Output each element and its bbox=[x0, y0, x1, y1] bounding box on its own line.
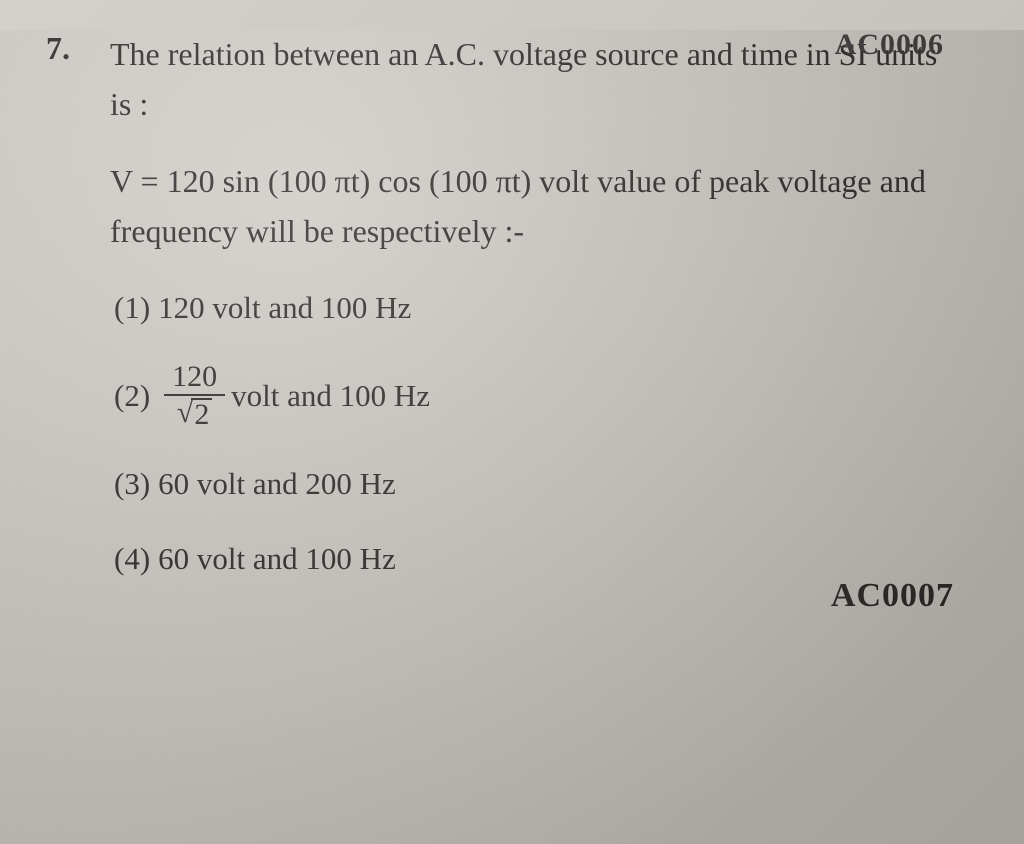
radicand: 2 bbox=[191, 398, 212, 430]
option-2: (2) 120 √ 2 volt and 100 Hz bbox=[114, 362, 954, 430]
option-1-text: 120 volt and 100 Hz bbox=[158, 286, 411, 329]
square-root: √ 2 bbox=[177, 398, 212, 430]
option-4-number: (4) bbox=[114, 537, 150, 580]
question-block: 7. The relation between an A.C. voltage … bbox=[40, 30, 984, 613]
option-3: (3) 60 volt and 200 Hz bbox=[114, 462, 954, 505]
option-3-text: 60 volt and 200 Hz bbox=[158, 462, 396, 505]
question-code-top: AC0006 bbox=[835, 28, 944, 62]
option-3-number: (3) bbox=[114, 462, 150, 505]
option-2-text: 120 √ 2 volt and 100 Hz bbox=[158, 362, 430, 430]
option-1: (1) 120 volt and 100 Hz bbox=[114, 286, 954, 329]
fraction: 120 √ 2 bbox=[164, 362, 225, 430]
fraction-denominator: √ 2 bbox=[169, 396, 220, 430]
question-body: The relation between an A.C. voltage sou… bbox=[110, 30, 984, 613]
option-2-suffix: volt and 100 Hz bbox=[231, 374, 430, 417]
exam-page: AC0006 7. The relation between an A.C. v… bbox=[0, 30, 1024, 633]
option-4: (4) 60 volt and 100 Hz bbox=[114, 537, 954, 580]
option-1-number: (1) bbox=[114, 286, 150, 329]
fraction-numerator: 120 bbox=[164, 362, 225, 396]
option-4-text: 60 volt and 100 Hz bbox=[158, 537, 396, 580]
question-code-bottom: AC0007 bbox=[831, 577, 954, 615]
option-2-number: (2) bbox=[114, 374, 150, 417]
question-stem: The relation between an A.C. voltage sou… bbox=[110, 30, 954, 129]
question-number: 7. bbox=[40, 30, 110, 67]
question-equation: V = 120 sin (100 πt) cos (100 πt) volt v… bbox=[110, 157, 954, 256]
options-list: (1) 120 volt and 100 Hz (2) 120 √ 2 bbox=[110, 286, 954, 580]
